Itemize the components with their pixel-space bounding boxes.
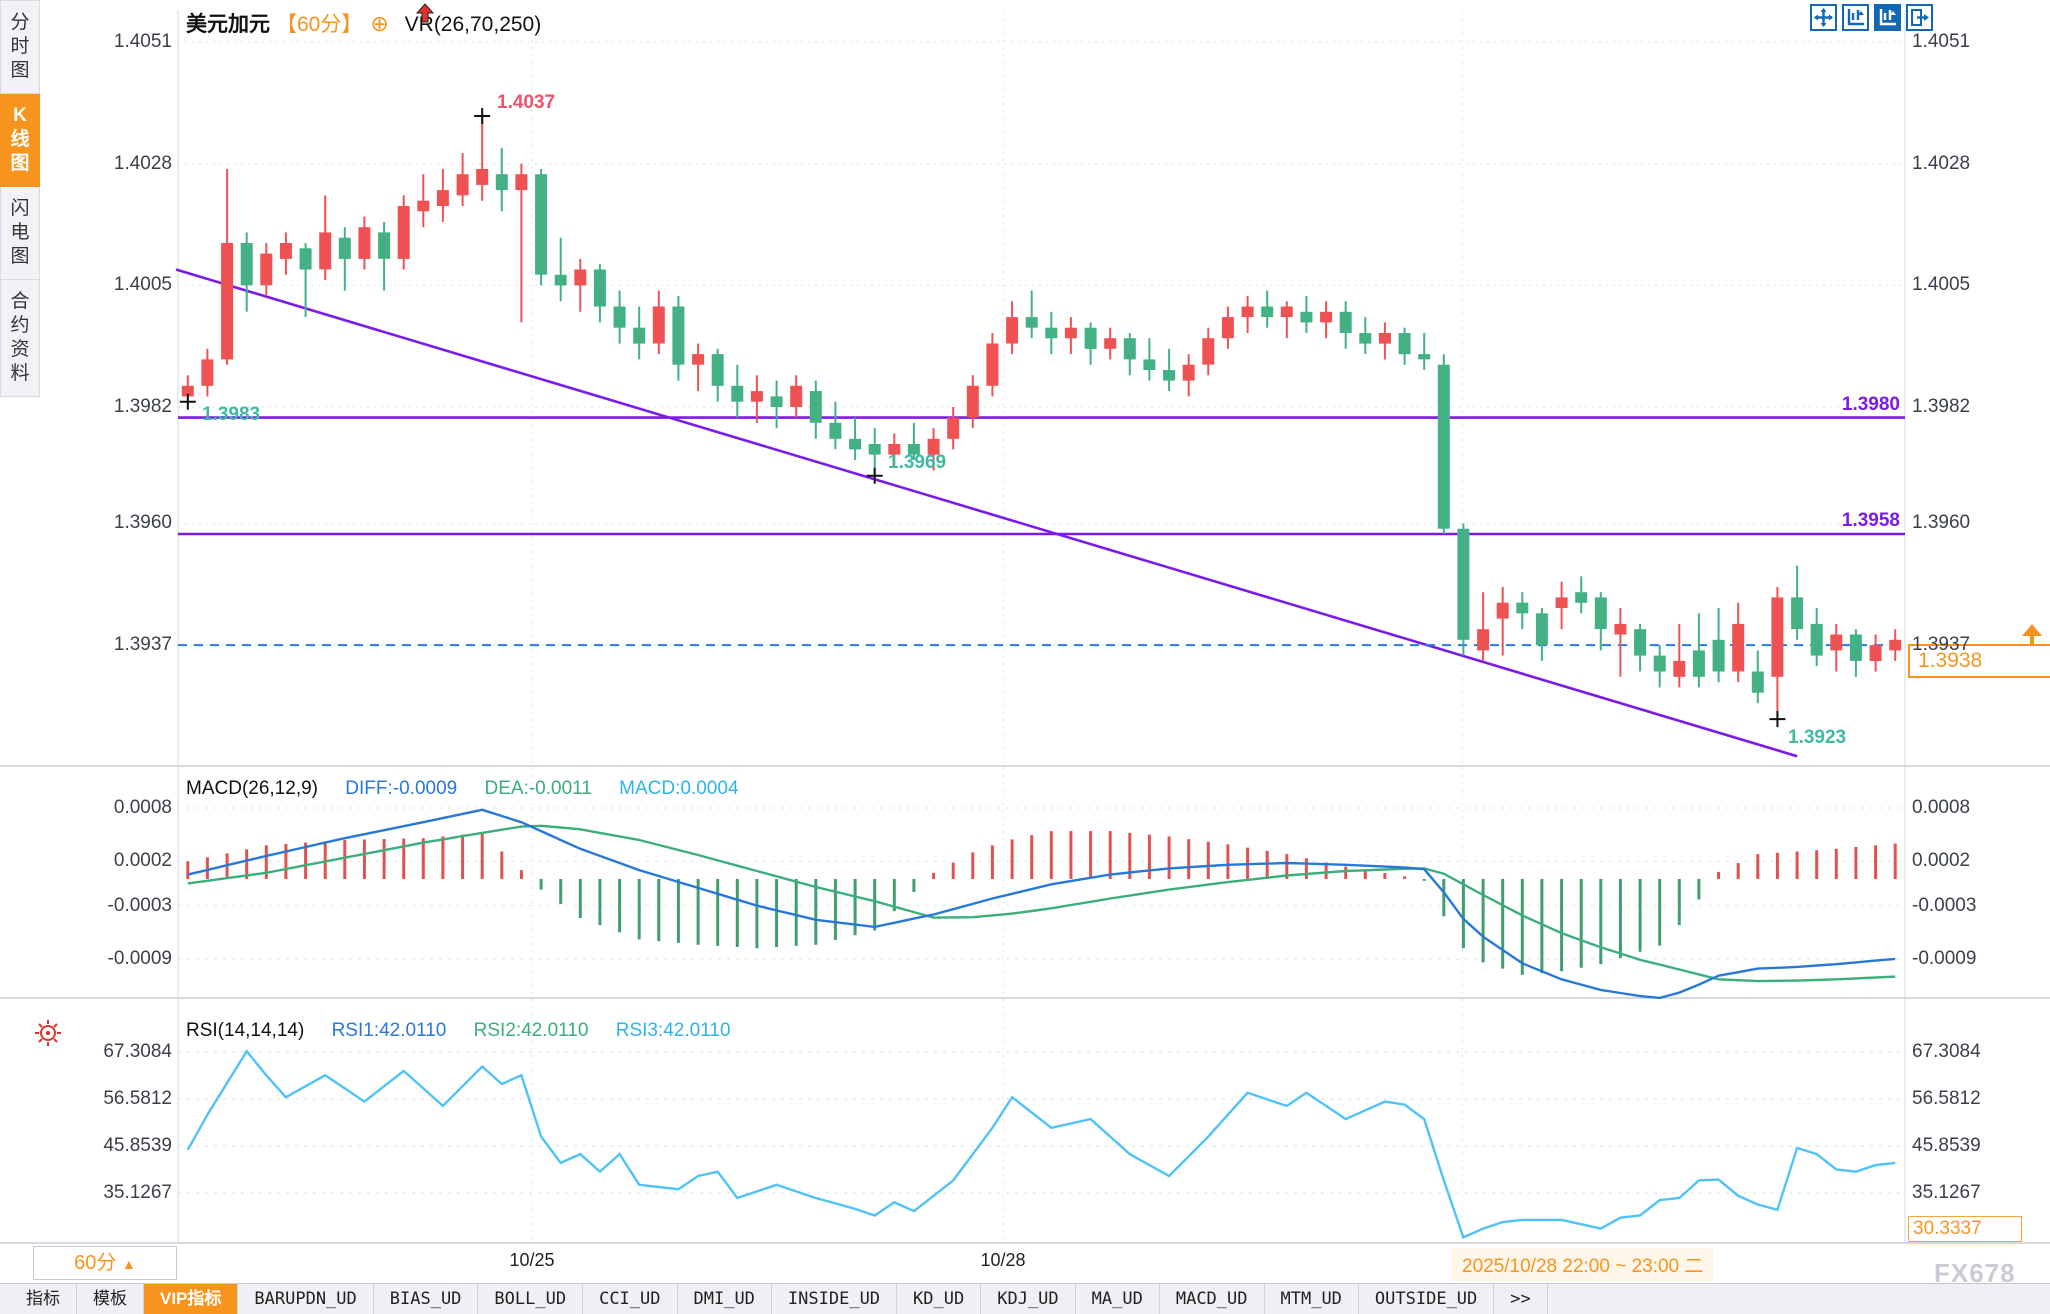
candles bbox=[181, 116, 1902, 720]
rsi-axis-left-3: 35.1267 bbox=[103, 1182, 172, 1204]
exit-chart-icon[interactable] bbox=[1906, 4, 1933, 31]
tab-DMI_UD[interactable]: DMI_UD bbox=[678, 1284, 772, 1314]
swing-low-label-13923: 1.3923 bbox=[1788, 727, 1847, 748]
macd-title: MACD(26,12,9) bbox=[186, 778, 318, 799]
swing-low-label-13969: 1.3969 bbox=[888, 452, 947, 473]
macd-diff-value: DIFF:-0.0009 bbox=[345, 778, 458, 799]
price-axis-left-1.4005: 1.4005 bbox=[113, 274, 172, 296]
price-axis-left-1.4051: 1.4051 bbox=[113, 31, 172, 52]
macd-axis-right-0: 0.0008 bbox=[1912, 797, 1971, 818]
current-price-box: 1.3938 bbox=[1908, 644, 2050, 678]
sidebar-item-0[interactable]: 分时图 bbox=[0, 0, 40, 94]
sidebar-item-3[interactable]: 合约资料 bbox=[0, 280, 40, 397]
price-axis-right-1.3982: 1.3982 bbox=[1912, 396, 1971, 417]
period-selector-label: 60分 bbox=[74, 1252, 117, 1274]
macd-axis-right-3: -0.0009 bbox=[1912, 947, 1977, 969]
rsi-axis-left-1: 56.5812 bbox=[103, 1088, 172, 1109]
chevron-up-icon: ▲ bbox=[121, 1256, 136, 1272]
resistance-level-label: 1.3980 bbox=[1841, 394, 1900, 415]
time-axis-10/28: 10/28 bbox=[980, 1250, 1026, 1270]
rsi-axis-right-3: 35.1267 bbox=[1912, 1182, 1981, 1204]
macd-axis-left-3: -0.0009 bbox=[107, 947, 172, 969]
sidebar-item-2[interactable]: 闪电图 bbox=[0, 187, 40, 280]
tab-BOLL_UD[interactable]: BOLL_UD bbox=[478, 1284, 584, 1314]
macd-header: MACD(26,12,9) DIFF:-0.0009 DEA:-0.0011 M… bbox=[186, 778, 739, 800]
time-axis-10/25: 10/25 bbox=[509, 1250, 555, 1270]
macd-diff-line bbox=[187, 808, 1896, 1000]
macd-axis-left-2: -0.0003 bbox=[107, 894, 172, 916]
chart-toolbar bbox=[1810, 4, 1933, 31]
signal-up-arrow-icon[interactable] bbox=[414, 2, 436, 26]
price-axis-right-1.4028: 1.4028 bbox=[1912, 152, 1971, 174]
plus-circle-icon[interactable]: ⊕ bbox=[370, 11, 389, 36]
swing-cross-marker bbox=[866, 467, 883, 484]
rsi3-value: RSI3:42.0110 bbox=[615, 1020, 731, 1041]
swing-cross-marker bbox=[474, 108, 491, 125]
chart-header: 美元加元 【60分】 ⊕ VR(26,70,250) bbox=[186, 8, 541, 38]
crosshair-move-icon[interactable] bbox=[1810, 4, 1837, 31]
auto-scale-icon[interactable] bbox=[1874, 4, 1901, 31]
rsi-axis-left-2: 45.8539 bbox=[103, 1135, 172, 1156]
macd-axis-right-1: 0.0002 bbox=[1912, 850, 1971, 872]
rsi-current-box: 30.3337 bbox=[1908, 1216, 2022, 1242]
macd-macd-value: MACD:0.0004 bbox=[619, 778, 739, 799]
rsi-header: RSI(14,14,14) RSI1:42.0110 RSI2:42.0110 … bbox=[186, 1020, 731, 1042]
rsi-axis-right-0: 67.3084 bbox=[1912, 1041, 1981, 1062]
price-axis-left-1.3982: 1.3982 bbox=[113, 396, 172, 417]
current-bar-datetime: 2025/10/28 22:00 ~ 23:00 二 bbox=[1452, 1248, 1714, 1281]
tab-KD_UD[interactable]: KD_UD bbox=[897, 1284, 982, 1314]
price-axis-right-1.3960: 1.3960 bbox=[1912, 512, 1971, 534]
tab-INSIDE_UD[interactable]: INSIDE_UD bbox=[772, 1284, 898, 1314]
tab-MA_UD[interactable]: MA_UD bbox=[1076, 1284, 1160, 1314]
rsi-axis-left-0: 67.3084 bbox=[103, 1041, 172, 1062]
tab-MTM_UD[interactable]: MTM_UD bbox=[1265, 1284, 1359, 1314]
swing-cross-marker bbox=[179, 393, 196, 410]
indicator-tabbar: 指标 模板 VIP指标 BARUPDN_UD BIAS_UD BOLL_UD CCI_UD D… bbox=[0, 1283, 2050, 1314]
macd-histogram bbox=[186, 831, 1897, 975]
indicator-settings-sun-icon[interactable] bbox=[34, 1019, 62, 1047]
rsi-axis-right-1: 56.5812 bbox=[1912, 1088, 1981, 1109]
swing-cross-marker bbox=[1769, 711, 1786, 728]
more-tabs-button[interactable]: >> bbox=[1494, 1284, 1548, 1314]
rsi-title: RSI(14,14,14) bbox=[186, 1020, 305, 1041]
macd-axis-left-0: 0.0008 bbox=[113, 797, 172, 818]
support-level-label: 1.3958 bbox=[1841, 510, 1900, 531]
tab-OUTSIDE_UD[interactable]: OUTSIDE_UD bbox=[1359, 1284, 1495, 1314]
rsi1-value: RSI1:42.0110 bbox=[331, 1020, 447, 1041]
price-axis-left-1.3960: 1.3960 bbox=[113, 512, 172, 534]
tab-BARUPDN_UD[interactable]: BARUPDN_UD bbox=[238, 1284, 374, 1314]
tab-模板[interactable]: 模板 bbox=[77, 1284, 144, 1314]
rsi2-value: RSI2:42.0110 bbox=[473, 1020, 589, 1041]
period-badge: 【60分】 bbox=[276, 13, 363, 36]
price-axis-left-1.3937: 1.3937 bbox=[113, 634, 172, 656]
swing-low-label-13983: 1.3983 bbox=[202, 404, 261, 425]
vr-indicator-label: VR(26,70,250) bbox=[404, 13, 542, 36]
axis-scale-icon[interactable] bbox=[1842, 4, 1869, 31]
price-axis-right-1.4051: 1.4051 bbox=[1912, 31, 1971, 52]
macd-dea-value: DEA:-0.0011 bbox=[484, 778, 592, 799]
rsi-axis-right-2: 45.8539 bbox=[1912, 1135, 1981, 1156]
swing-high-label-14037: 1.4037 bbox=[497, 92, 556, 113]
tab-MACD_UD[interactable]: MACD_UD bbox=[1160, 1284, 1265, 1314]
tab-VIP指标[interactable]: VIP指标 bbox=[144, 1284, 239, 1314]
tab-BIAS_UD[interactable]: BIAS_UD bbox=[374, 1284, 479, 1314]
macd-axis-right-2: -0.0003 bbox=[1912, 894, 1977, 916]
price-axis-left-1.4028: 1.4028 bbox=[113, 152, 172, 174]
price-axis-right-1.3937: 1.3937 bbox=[1912, 634, 1971, 656]
macd-axis-left-1: 0.0002 bbox=[113, 850, 172, 872]
tab-指标[interactable]: 指标 bbox=[10, 1284, 77, 1314]
tab-KDJ_UD[interactable]: KDJ_UD bbox=[981, 1284, 1076, 1314]
symbol-title: 美元加元 bbox=[186, 13, 270, 36]
macd-dea-line bbox=[187, 824, 1896, 983]
price-alert-arrow-icon bbox=[2022, 624, 2042, 645]
price-axis-right-1.4005: 1.4005 bbox=[1912, 274, 1971, 296]
period-selector[interactable]: 60分 ▲ bbox=[33, 1246, 177, 1280]
tab-CCI_UD[interactable]: CCI_UD bbox=[583, 1284, 678, 1314]
rsi-line bbox=[186, 1049, 1896, 1240]
